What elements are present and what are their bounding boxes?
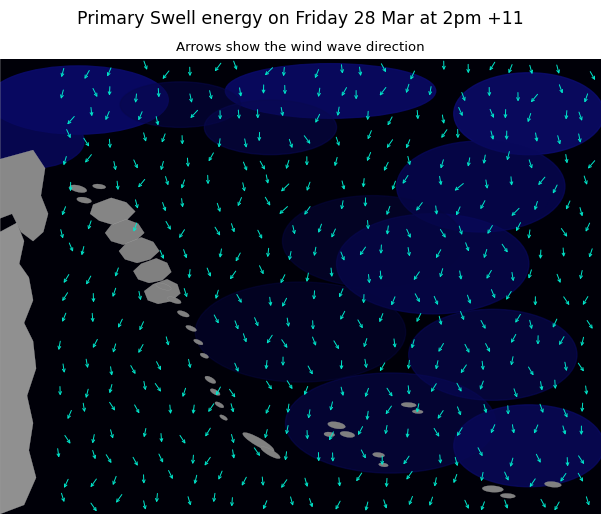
Text: Primary Swell energy on Friday 28 Mar at 2pm +11: Primary Swell energy on Friday 28 Mar at…	[77, 10, 524, 28]
Polygon shape	[105, 219, 144, 245]
Ellipse shape	[324, 432, 335, 437]
Ellipse shape	[77, 197, 91, 203]
Ellipse shape	[220, 415, 227, 420]
Ellipse shape	[282, 195, 463, 287]
Ellipse shape	[409, 309, 577, 400]
Ellipse shape	[200, 353, 209, 358]
Ellipse shape	[412, 410, 423, 413]
Ellipse shape	[156, 283, 171, 290]
Ellipse shape	[545, 482, 561, 487]
Ellipse shape	[120, 82, 240, 127]
Polygon shape	[0, 59, 36, 514]
Ellipse shape	[285, 373, 496, 473]
Polygon shape	[144, 279, 180, 304]
Ellipse shape	[186, 325, 197, 332]
Ellipse shape	[379, 463, 388, 467]
Text: Arrows show the wind wave direction: Arrows show the wind wave direction	[176, 41, 425, 54]
Polygon shape	[0, 150, 48, 241]
Ellipse shape	[454, 73, 601, 155]
Ellipse shape	[501, 493, 515, 498]
Ellipse shape	[225, 64, 436, 118]
Ellipse shape	[401, 402, 416, 407]
Ellipse shape	[261, 447, 280, 458]
Ellipse shape	[210, 389, 220, 395]
Ellipse shape	[373, 452, 385, 457]
Ellipse shape	[0, 114, 84, 168]
Ellipse shape	[337, 214, 529, 314]
Ellipse shape	[243, 433, 274, 452]
Ellipse shape	[195, 282, 406, 382]
Polygon shape	[133, 259, 171, 283]
Ellipse shape	[397, 141, 565, 232]
Ellipse shape	[168, 297, 181, 304]
Ellipse shape	[177, 310, 189, 317]
Ellipse shape	[205, 376, 216, 383]
Ellipse shape	[70, 185, 87, 193]
Ellipse shape	[215, 402, 224, 408]
Ellipse shape	[0, 66, 168, 134]
Ellipse shape	[328, 422, 346, 429]
Ellipse shape	[483, 486, 503, 492]
Ellipse shape	[204, 100, 337, 155]
Ellipse shape	[454, 405, 601, 487]
Ellipse shape	[340, 431, 355, 437]
Polygon shape	[119, 237, 159, 263]
Ellipse shape	[93, 184, 106, 189]
Ellipse shape	[194, 339, 203, 345]
Polygon shape	[90, 198, 135, 225]
